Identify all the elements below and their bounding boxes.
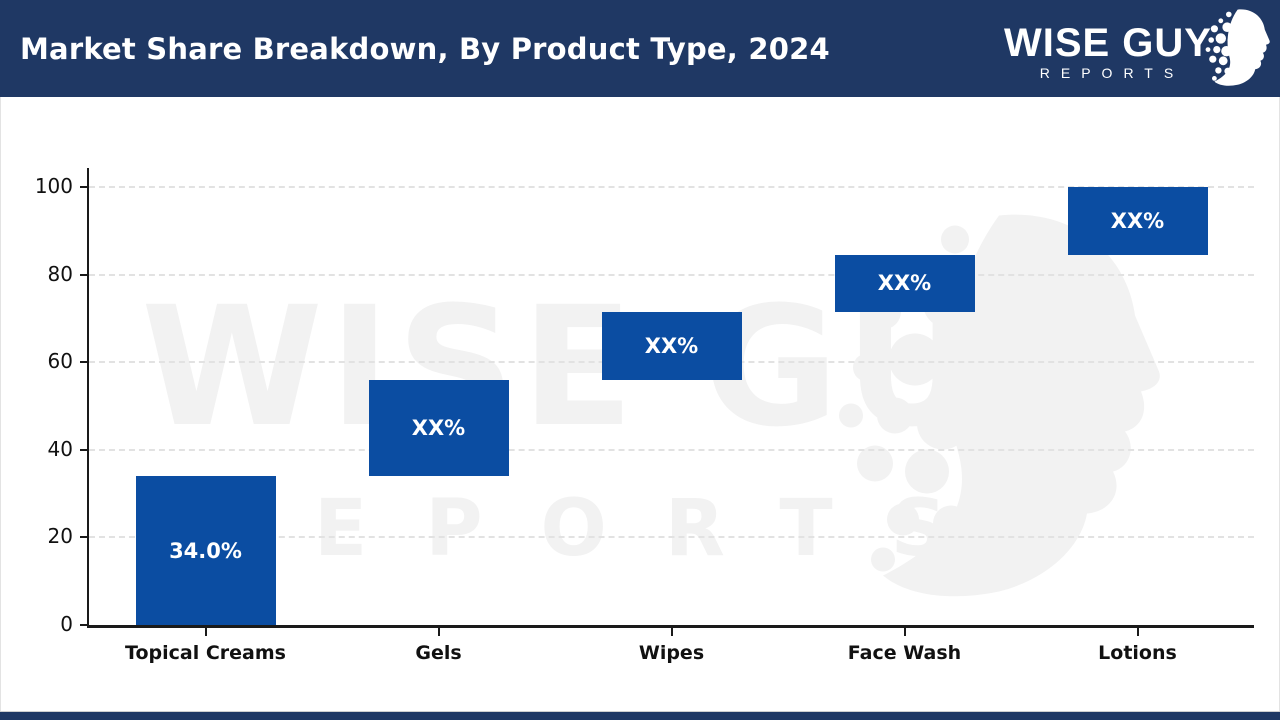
y-tick-80 xyxy=(80,273,89,276)
y-tick-40 xyxy=(80,448,89,451)
x-category-label: Topical Creams xyxy=(125,642,286,664)
plot-area: 34.0% Topical Creams XX% Gels XX% Wipes XX% Fac… xyxy=(89,186,1254,664)
y-tick-label-100: 100 xyxy=(34,174,73,198)
x-tick-0 xyxy=(204,627,207,636)
y-tick-label-40: 40 xyxy=(47,436,73,461)
y-tick-label-80: 80 xyxy=(47,261,73,286)
y-tick-100 xyxy=(80,186,89,188)
x-tick-1 xyxy=(437,627,440,636)
bar-value-label: XX% xyxy=(1110,208,1165,233)
y-tick-label-0: 0 xyxy=(60,612,73,636)
gridline-40 xyxy=(89,448,1254,451)
x-tick-4 xyxy=(1136,627,1139,636)
y-axis-line xyxy=(86,168,89,628)
chart-canvas: WISE GUY REPORTS 34.0% Topical Creams XX% G… xyxy=(0,97,1280,711)
bar-value-label: XX% xyxy=(644,333,699,358)
y-tick-label-20: 20 xyxy=(47,524,73,549)
brand-subname: REPORTS xyxy=(1039,64,1185,81)
brand-name: WISE GUY xyxy=(1003,20,1212,65)
y-tick-label-60: 60 xyxy=(47,349,73,374)
y-tick-20 xyxy=(80,536,89,539)
y-tick-60 xyxy=(80,361,89,364)
bar-value-label: XX% xyxy=(411,415,466,440)
x-category-label: Wipes xyxy=(638,642,705,664)
gridline-100 xyxy=(89,186,1254,188)
brand-logo: WISE GUY REPORTS xyxy=(1004,6,1272,90)
y-tick-0 xyxy=(80,624,89,626)
bar-face-wash: XX% xyxy=(834,254,975,312)
chart-title: Market Share Breakdown, By Product Type,… xyxy=(20,31,830,66)
bar-value-label: XX% xyxy=(877,271,932,296)
gridline-80 xyxy=(89,273,1254,276)
bar-lotions: XX% xyxy=(1067,187,1208,255)
x-category-label: Lotions xyxy=(1098,642,1177,664)
bar-wipes: XX% xyxy=(601,311,742,380)
bar-topical-creams: 34.0% xyxy=(135,476,276,625)
x-tick-3 xyxy=(903,627,906,636)
header: Market Share Breakdown, By Product Type,… xyxy=(0,0,1280,97)
x-axis-line xyxy=(89,625,1254,628)
bar-gels: XX% xyxy=(368,379,509,477)
footer-hairline xyxy=(0,711,1280,712)
brand-logo-text: WISE GUY REPORTS xyxy=(1004,22,1212,81)
footer-bar xyxy=(0,712,1280,720)
bar-value-label: 34.0% xyxy=(169,538,242,563)
x-category-label: Face Wash xyxy=(847,642,962,664)
x-tick-2 xyxy=(670,627,673,636)
gridline-20 xyxy=(89,536,1254,539)
x-category-label: Gels xyxy=(415,642,462,664)
face-profile-dots-icon xyxy=(1205,9,1270,86)
